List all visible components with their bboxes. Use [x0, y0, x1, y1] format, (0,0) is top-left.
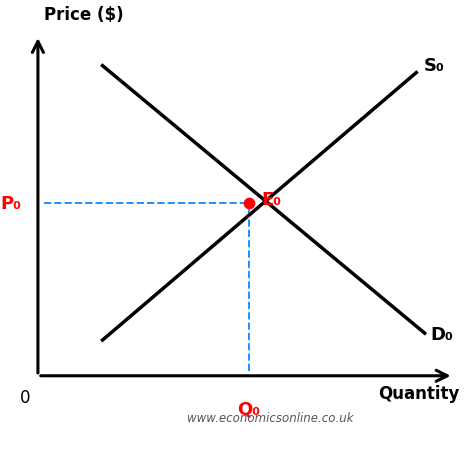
Text: 0: 0 — [20, 388, 30, 406]
Text: S₀: S₀ — [424, 56, 445, 74]
Text: D₀: D₀ — [430, 326, 453, 344]
Point — [245, 200, 253, 207]
Text: E₀: E₀ — [262, 191, 282, 209]
Text: Q₀: Q₀ — [237, 400, 260, 418]
Text: Price ($): Price ($) — [44, 6, 124, 24]
Text: P₀: P₀ — [0, 194, 21, 212]
Text: www.economicsonline.co.uk: www.economicsonline.co.uk — [187, 411, 353, 424]
Text: Quantity: Quantity — [378, 384, 460, 403]
